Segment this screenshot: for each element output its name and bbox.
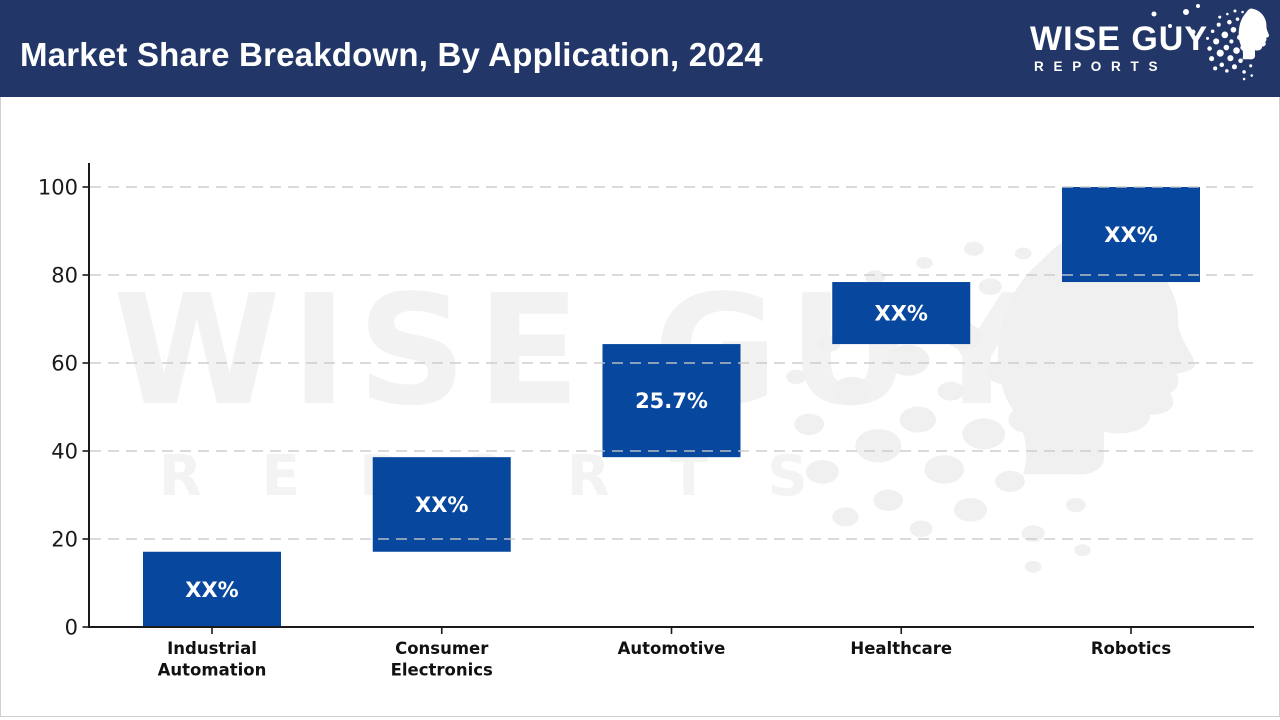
bar-value-label: XX% bbox=[875, 302, 928, 326]
header: Market Share Breakdown, By Application, … bbox=[0, 0, 1280, 97]
bar-value-label: XX% bbox=[415, 493, 468, 517]
bar-value-label: 25.7% bbox=[635, 389, 708, 413]
brand-logo-sparkle-dots bbox=[1151, 4, 1200, 35]
waterfall-chart: XX% XX% 25.7% XX% XX% 0 20 40 60 80 100 Industrial A… bbox=[38, 163, 1254, 680]
category-label: Industrial bbox=[167, 639, 257, 658]
category-label: Automotive bbox=[618, 639, 726, 658]
category-label: Healthcare bbox=[850, 639, 952, 658]
y-tick-label: 0 bbox=[65, 616, 78, 640]
page-title: Market Share Breakdown, By Application, … bbox=[20, 36, 763, 73]
y-tick-label: 60 bbox=[51, 352, 78, 376]
brand-logo-subtext: R E P O R T S bbox=[1034, 59, 1161, 74]
bar-value-label: XX% bbox=[185, 578, 238, 602]
category-label: Consumer bbox=[395, 639, 489, 658]
y-tick-label: 80 bbox=[51, 264, 78, 288]
brand-logo: WISE GUY R E P O R T S bbox=[1030, 4, 1270, 81]
y-tick-label: 20 bbox=[51, 528, 78, 552]
category-label: Automation bbox=[158, 661, 267, 680]
category-label: Robotics bbox=[1091, 639, 1172, 658]
brand-logo-text: WISE GUY bbox=[1030, 20, 1208, 58]
y-tick-label: 100 bbox=[38, 176, 78, 200]
y-tick-label: 40 bbox=[51, 440, 78, 464]
bar-segment bbox=[143, 551, 281, 627]
bar-value-label: XX% bbox=[1104, 223, 1157, 247]
brand-logo-face-icon bbox=[1206, 8, 1270, 81]
chart-area: WISE GUY R E P O R T S XX%XX%25.7%XX%XX%… bbox=[0, 97, 1280, 717]
bar-segment bbox=[372, 457, 511, 552]
category-label: Electronics bbox=[391, 661, 493, 680]
